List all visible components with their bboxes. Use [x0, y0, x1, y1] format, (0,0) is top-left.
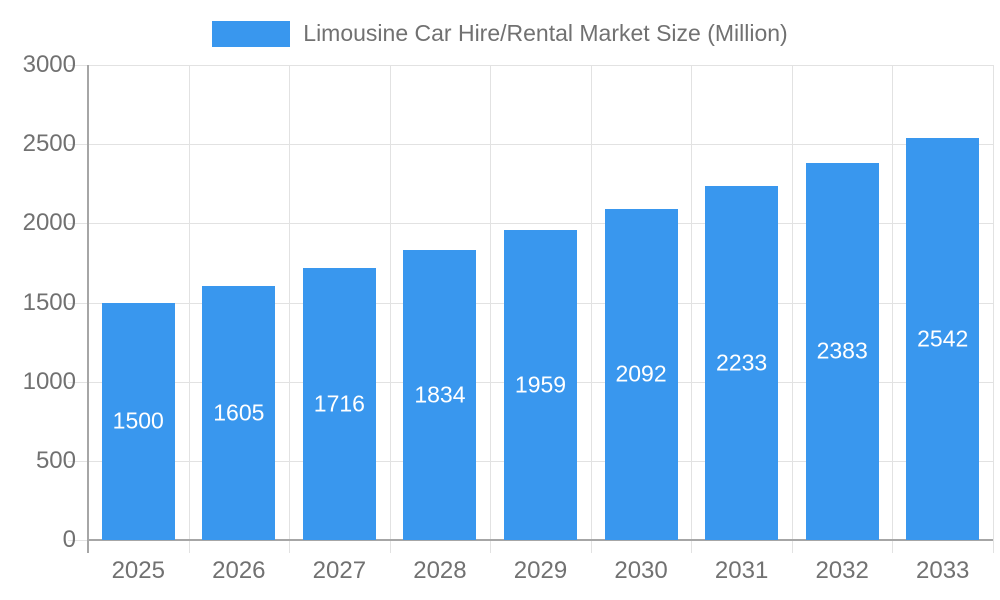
x-axis-label: 2025	[111, 557, 165, 584]
x-axis-label: 2033	[916, 557, 970, 584]
bar[interactable]: 1500	[101, 302, 175, 540]
bar[interactable]: 1834	[403, 249, 477, 540]
x-axis-label: 2030	[614, 557, 668, 584]
bar-value-label: 2542	[917, 325, 969, 352]
bar-value-label: 2233	[716, 349, 768, 376]
bar[interactable]: 2233	[705, 186, 779, 540]
x-axis-line	[88, 539, 993, 541]
bar[interactable]: 1605	[202, 285, 276, 540]
x-axis-label: 2026	[212, 557, 266, 584]
x-axis-label: 2028	[413, 557, 467, 584]
bar[interactable]: 2092	[604, 208, 678, 540]
bar-value-label: 2383	[816, 337, 868, 364]
bar[interactable]: 1959	[504, 229, 577, 540]
bar[interactable]: 1716	[302, 268, 376, 540]
y-axis-label: 1500	[22, 288, 76, 316]
bar-value-label: 1500	[112, 407, 164, 434]
x-axis-label: 2029	[513, 557, 568, 584]
gridline-vertical	[993, 65, 994, 553]
bar-value-label: 1834	[414, 381, 466, 408]
bar-value-label: 1605	[213, 399, 265, 426]
gridline-horizontal	[68, 144, 993, 146]
x-axis-label: 2027	[312, 557, 367, 584]
y-axis-label: 2000	[22, 209, 76, 237]
x-axis-label: 2032	[815, 557, 869, 584]
y-axis-label: 500	[35, 446, 76, 474]
bar[interactable]: 2542	[906, 137, 980, 540]
x-axis-label: 2031	[714, 557, 769, 584]
legend-label: Limousine Car Hire/Rental Market Size (M…	[303, 20, 788, 46]
gridline-vertical	[389, 65, 391, 553]
y-axis-label: 2500	[22, 130, 76, 158]
bar-value-label: 1959	[514, 371, 567, 398]
y-axis-label: 0	[62, 526, 76, 553]
gridline-vertical	[490, 65, 492, 553]
bar-value-label: 1716	[313, 390, 365, 417]
gridline-vertical	[289, 65, 291, 553]
legend[interactable]: Limousine Car Hire/Rental Market Size (M…	[0, 20, 1000, 47]
legend-swatch	[212, 20, 291, 47]
y-axis-label: 3000	[22, 51, 76, 78]
gridline-vertical	[892, 65, 894, 553]
gridline-vertical	[188, 65, 190, 553]
gridline-horizontal	[68, 65, 993, 66]
y-axis-label: 1000	[22, 367, 76, 395]
bar[interactable]: 2383	[805, 162, 879, 540]
bar-value-label: 2092	[615, 360, 667, 387]
y-axis-line	[87, 65, 89, 553]
gridline-vertical	[590, 65, 592, 553]
gridline-vertical	[691, 65, 693, 553]
gridline-vertical	[791, 65, 793, 553]
gridline-horizontal	[68, 223, 993, 225]
